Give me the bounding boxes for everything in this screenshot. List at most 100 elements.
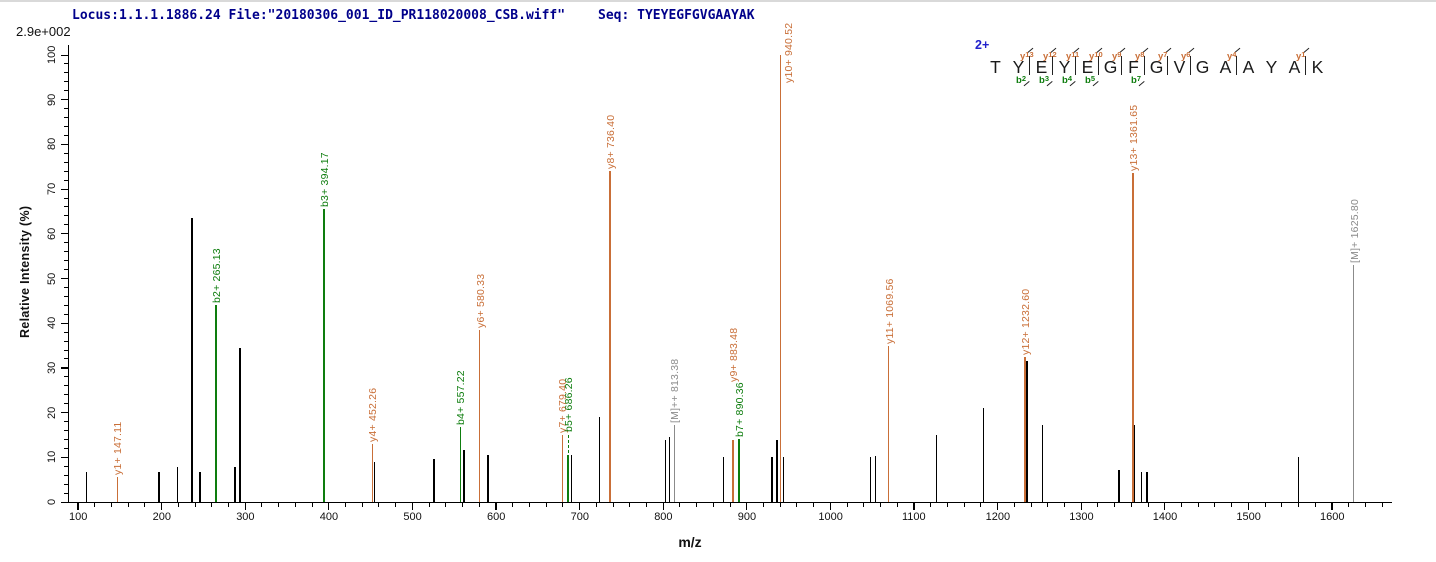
- peak-label: y12+ 1232.60: [1019, 288, 1032, 355]
- residue-char: E: [1081, 57, 1094, 77]
- x-minor-tick: [729, 503, 731, 507]
- y-minor-tick: [64, 81, 68, 83]
- residue-char: E: [1035, 57, 1048, 77]
- peak-line: [191, 218, 193, 502]
- y-minor-tick: [64, 108, 68, 110]
- x-minor-tick: [127, 503, 129, 507]
- peak-line: [1297, 456, 1300, 502]
- x-minor-tick: [595, 503, 597, 507]
- x-minor-tick: [294, 503, 296, 507]
- x-tick: [1247, 503, 1249, 510]
- window-top-border: [0, 0, 1436, 2]
- residue-char: A: [1219, 57, 1232, 77]
- residue-char: T: [990, 57, 1001, 77]
- x-tick-label: 200: [152, 511, 171, 523]
- y-minor-tick: [64, 438, 68, 440]
- x-minor-tick: [177, 503, 179, 507]
- x-minor-tick: [261, 503, 263, 507]
- x-tick: [1080, 503, 1082, 510]
- peak-label: [M]++ 813.38: [669, 358, 682, 424]
- peak-line: [1140, 471, 1143, 502]
- x-minor-tick: [813, 503, 815, 507]
- y-minor-tick: [64, 269, 68, 271]
- residue-char: F: [1128, 57, 1139, 77]
- peak-line: [85, 471, 88, 502]
- peak-line: [176, 467, 179, 502]
- x-minor-tick: [345, 503, 347, 507]
- y-tick-label: 0: [46, 498, 58, 505]
- peak-line: [1026, 361, 1028, 502]
- residue-char: V: [1173, 57, 1186, 77]
- peak-line: [463, 450, 465, 502]
- y-tick-label: 60: [46, 227, 58, 240]
- peak-label: y10+ 940.52: [782, 22, 795, 83]
- residue-letter: Y: [1260, 54, 1283, 80]
- x-minor-tick: [1281, 503, 1283, 507]
- y-tick: [61, 501, 68, 503]
- x-minor-tick: [428, 503, 430, 507]
- peak-line: [1132, 173, 1134, 502]
- peak-line: [478, 329, 481, 502]
- x-minor-tick: [1130, 503, 1132, 507]
- y-minor-tick: [64, 179, 68, 181]
- x-minor-tick: [445, 503, 447, 507]
- residue-letter: K: [1306, 54, 1329, 80]
- y-minor-tick: [64, 304, 68, 306]
- peak-line: [215, 305, 217, 502]
- y-ion-label: y11: [1066, 50, 1080, 62]
- x-minor-tick: [512, 503, 514, 507]
- residue-letter: A: [1237, 54, 1260, 80]
- peak-line: [433, 458, 435, 502]
- y-minor-tick: [64, 126, 68, 128]
- y-ion-label: y13: [1020, 50, 1034, 62]
- x-tick-label: 700: [570, 511, 589, 523]
- x-minor-tick: [227, 503, 229, 507]
- residue-char: Y: [1058, 57, 1071, 77]
- x-minor-tick: [1314, 503, 1316, 507]
- peak-line: [561, 434, 564, 502]
- x-tick-label: 400: [319, 511, 339, 523]
- y-minor-tick: [64, 474, 68, 476]
- x-tick-label: 1100: [902, 511, 926, 523]
- y-ion-label: y1: [1296, 50, 1306, 62]
- y-minor-tick: [64, 251, 68, 253]
- y-minor-tick: [64, 394, 68, 396]
- x-minor-tick: [211, 503, 213, 507]
- x-minor-tick: [1298, 503, 1300, 507]
- peak-line: [668, 436, 671, 502]
- x-minor-tick: [194, 503, 196, 507]
- y-tick-label: 90: [46, 93, 58, 106]
- peak-label: b5+ 686.26: [563, 377, 576, 433]
- x-minor-tick: [846, 503, 848, 507]
- cleavage-divider: [1051, 56, 1053, 75]
- x-tick: [161, 503, 163, 510]
- x-tick: [411, 503, 413, 510]
- peak-line: [1118, 469, 1120, 502]
- peak-line: [609, 171, 611, 502]
- y-tick: [61, 412, 68, 414]
- x-minor-tick: [963, 503, 965, 507]
- residue-letter: T: [984, 54, 1007, 80]
- residue-char: G: [1103, 57, 1118, 77]
- x-minor-tick: [1063, 503, 1065, 507]
- y-minor-tick: [64, 161, 68, 163]
- y-tick-label: 40: [46, 316, 58, 330]
- x-tick: [662, 503, 664, 510]
- peak-line: [722, 456, 725, 502]
- x-tick: [746, 503, 748, 510]
- peak-line: [887, 345, 890, 502]
- y-minor-tick: [64, 197, 68, 199]
- y-minor-tick: [64, 349, 68, 351]
- x-minor-tick: [1231, 503, 1233, 507]
- x-minor-tick: [629, 503, 631, 507]
- y-ion-label: y9: [1112, 50, 1122, 62]
- x-minor-tick: [863, 503, 865, 507]
- peak-line: [116, 476, 119, 502]
- x-minor-tick: [478, 503, 480, 507]
- y-axis-line: [68, 45, 70, 503]
- x-minor-tick: [1013, 503, 1015, 507]
- y-tick-label: 30: [46, 361, 58, 374]
- peak-line: [779, 55, 782, 502]
- x-minor-tick: [462, 503, 464, 507]
